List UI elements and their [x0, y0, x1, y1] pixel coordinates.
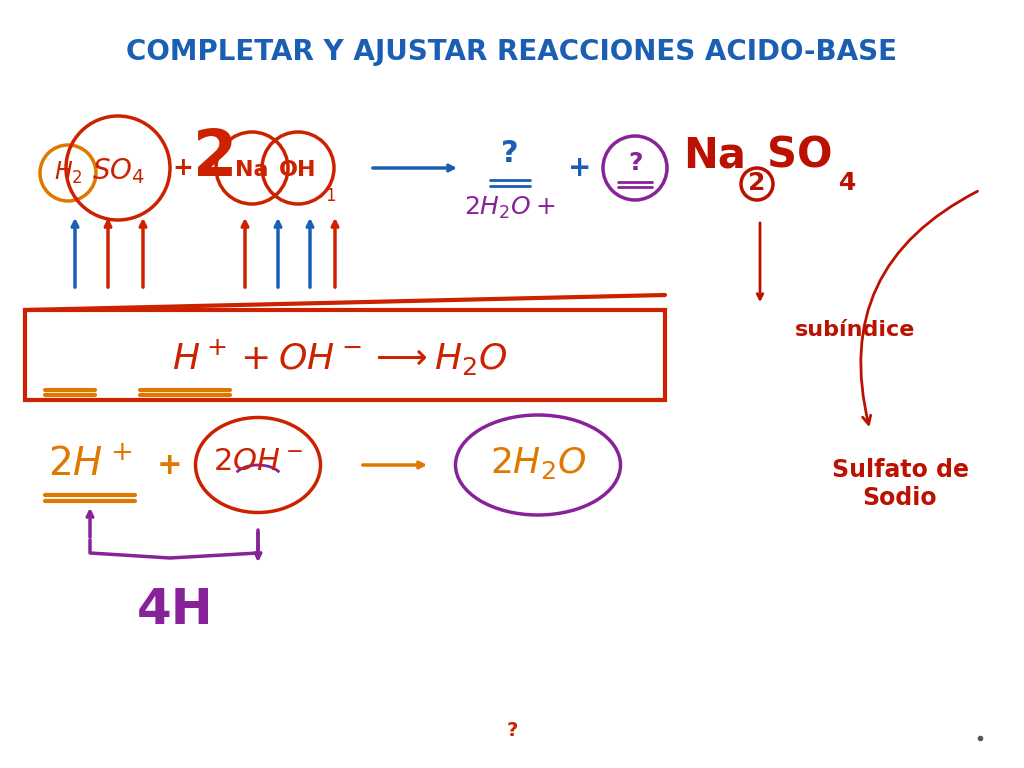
- Text: subíndice: subíndice: [795, 320, 915, 340]
- Text: 4: 4: [840, 171, 857, 195]
- Text: $H^+ + OH^- \longrightarrow H_2O$: $H^+ + OH^- \longrightarrow H_2O$: [172, 338, 508, 379]
- Text: 2: 2: [749, 171, 766, 195]
- Text: ?: ?: [628, 151, 642, 175]
- Text: ?: ?: [506, 720, 518, 740]
- Text: COMPLETAR Y AJUSTAR REACCIONES ACIDO-BASE: COMPLETAR Y AJUSTAR REACCIONES ACIDO-BAS…: [127, 38, 897, 66]
- FancyArrowPatch shape: [861, 191, 978, 424]
- Text: 2: 2: [193, 127, 238, 189]
- FancyBboxPatch shape: [25, 310, 665, 400]
- Text: $H_2$: $H_2$: [53, 160, 82, 186]
- Text: 4H: 4H: [136, 586, 213, 634]
- Text: Na: Na: [684, 135, 746, 177]
- Text: $2H_2O$: $2H_2O$: [489, 445, 586, 481]
- Text: +: +: [158, 451, 183, 479]
- Text: Sulfato de: Sulfato de: [831, 458, 969, 482]
- Text: $2H^+$: $2H^+$: [48, 446, 132, 484]
- Text: $2H_2O+$: $2H_2O+$: [464, 195, 556, 221]
- Text: 1: 1: [325, 187, 335, 205]
- Text: $SO_4$: $SO_4$: [91, 156, 144, 186]
- Text: SO: SO: [767, 135, 833, 177]
- Text: ?: ?: [501, 138, 519, 167]
- Text: Sodio: Sodio: [862, 486, 937, 510]
- Text: +: +: [568, 154, 592, 182]
- Text: +: +: [173, 156, 194, 180]
- Text: $2OH^-$: $2OH^-$: [213, 448, 303, 476]
- Text: OH: OH: [280, 160, 316, 180]
- Text: Na: Na: [236, 160, 268, 180]
